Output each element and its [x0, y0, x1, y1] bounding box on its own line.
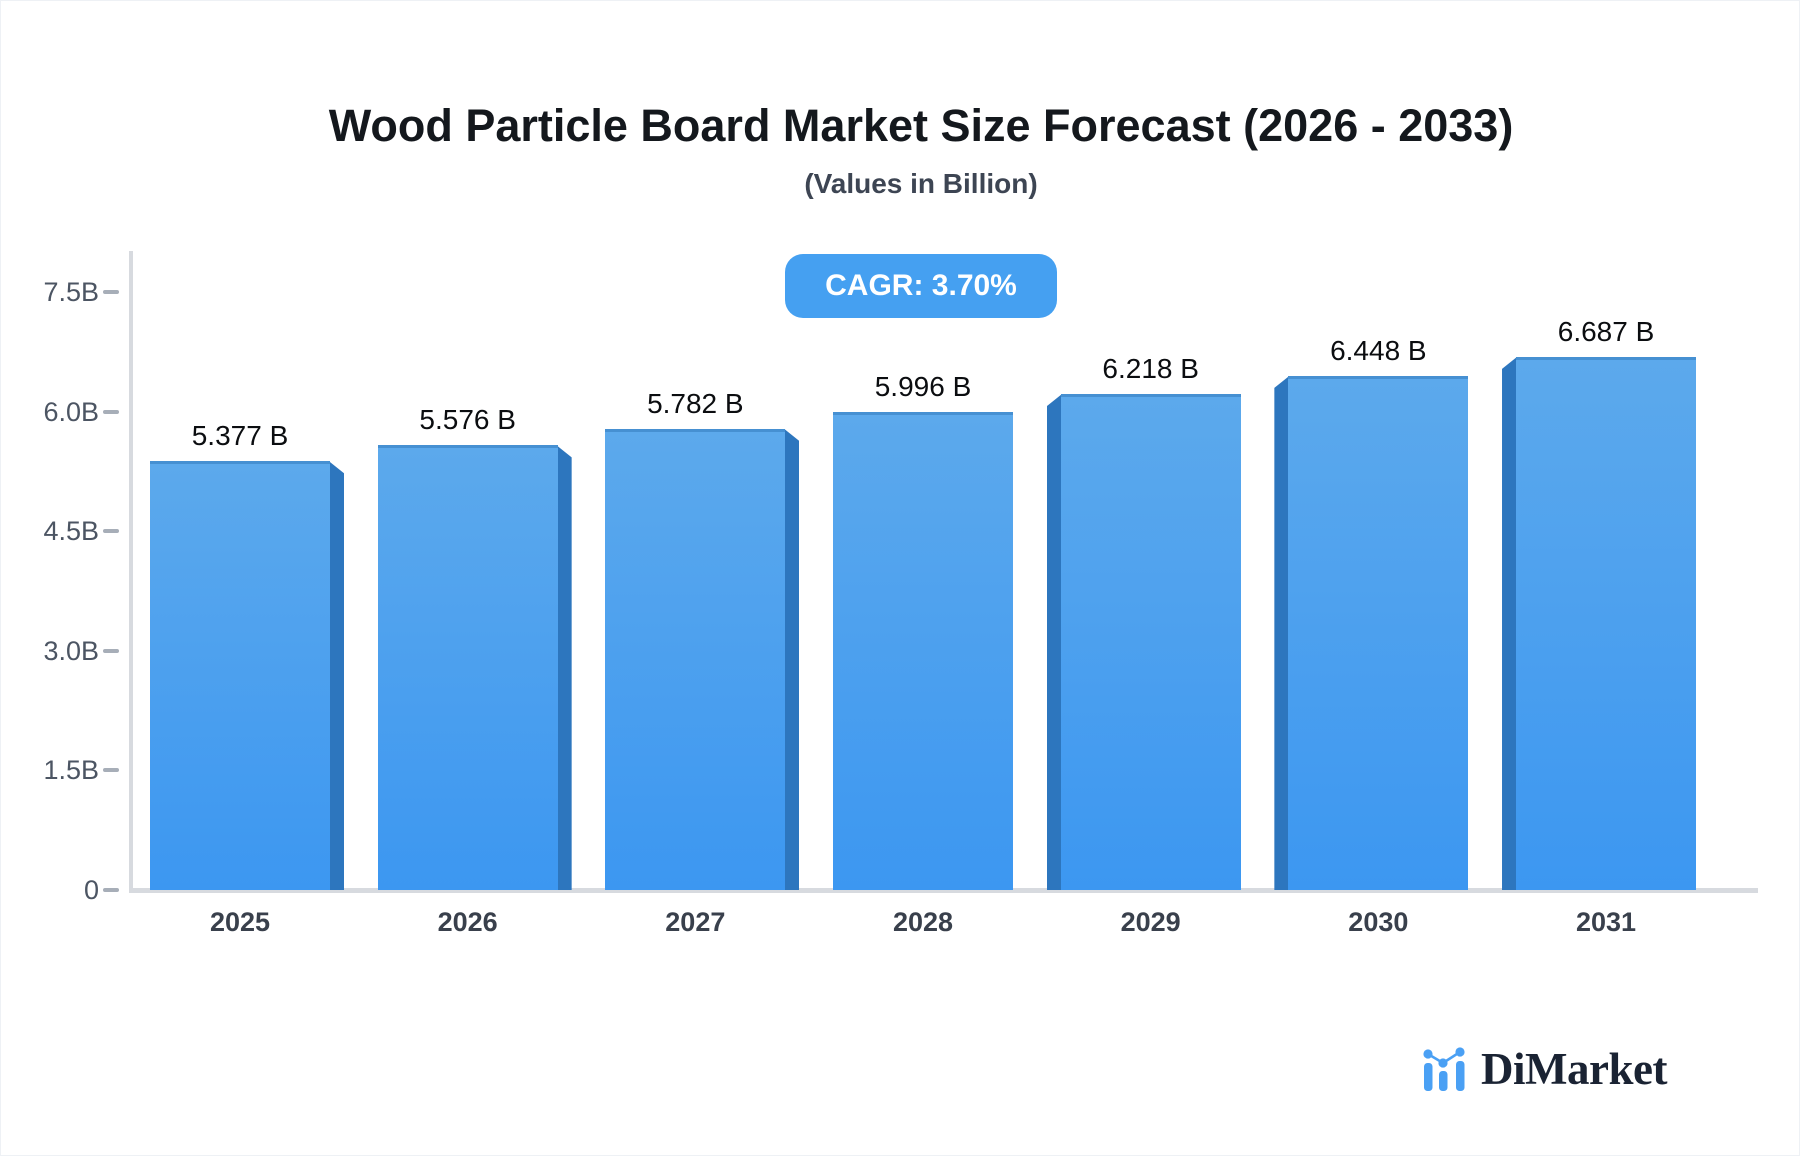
bar-value-label: 6.218 B: [1102, 353, 1199, 385]
y-axis-tick-label: 0: [83, 875, 99, 905]
x-axis-line: [129, 888, 1758, 893]
cagr-badge: CAGR: 3.70%: [785, 254, 1057, 318]
bar-2025[interactable]: [150, 461, 330, 890]
bar-2027[interactable]: [605, 429, 786, 890]
bar-value-label: 5.782 B: [647, 388, 744, 419]
y-axis-tick-mark: [103, 768, 119, 773]
bar-3d-side: [1274, 375, 1290, 890]
bar-3d-side: [329, 461, 344, 890]
bar-value-label: 5.576 B: [419, 404, 516, 436]
y-axis-tick-label: 4.5B: [43, 516, 99, 547]
chart-title: Wood Particle Board Market Size Forecast…: [328, 100, 1514, 151]
bar-2028[interactable]: [833, 411, 1013, 890]
y-axis-tick-label: 7.5B: [43, 277, 99, 308]
x-axis-tick-label: 2027: [665, 907, 726, 937]
x-axis-tick-label: 2031: [1575, 907, 1637, 937]
bar-3d-side: [784, 429, 800, 890]
cagr-badge-row: CAGR: 3.70%: [41, 254, 1799, 318]
y-axis-tick-label: 6.0B: [43, 396, 99, 427]
bar-value-label: 5.377 B: [191, 420, 289, 452]
y-axis-tick-mark: [103, 409, 119, 414]
bar-2029[interactable]: [1060, 394, 1241, 890]
y-axis-tick-mark: [103, 888, 119, 892]
bar-3d-side: [1046, 394, 1062, 890]
bar-2030[interactable]: [1288, 375, 1469, 890]
x-axis-tick-label: 2025: [209, 907, 271, 937]
y-axis-tick-mark: [103, 648, 119, 653]
y-axis-tick-label: 1.5B: [43, 755, 99, 786]
x-axis-tick-label: 2030: [1348, 907, 1409, 937]
x-axis-tick-label: 2029: [1120, 907, 1181, 937]
y-axis-tick-mark: [103, 529, 119, 534]
bar-3d-side: [556, 445, 572, 890]
chart-subtitle: (Values in Billion): [804, 168, 1038, 199]
bar-value-label: 6.448 B: [1330, 334, 1427, 366]
y-axis-line: [129, 251, 133, 893]
bar-value-label: 5.996 B: [874, 370, 972, 402]
x-axis-tick-label: 2028: [892, 907, 954, 937]
bar-value-label: 6.687 B: [1557, 315, 1655, 347]
x-axis-tick-label: 2026: [437, 907, 498, 937]
y-axis-tick-label: 3.0B: [43, 635, 99, 666]
bar-3d-side: [1502, 356, 1518, 890]
y-axis-tick-mark: [103, 290, 119, 295]
dimarket-logo-text: DiMarket: [1481, 1044, 1667, 1094]
dimarket-logo: DiMarket: [1421, 1041, 1667, 1097]
bar-2031[interactable]: [1516, 356, 1697, 890]
mini-bar-chart-icon: [1423, 1046, 1465, 1091]
bar-2026[interactable]: [377, 445, 558, 890]
